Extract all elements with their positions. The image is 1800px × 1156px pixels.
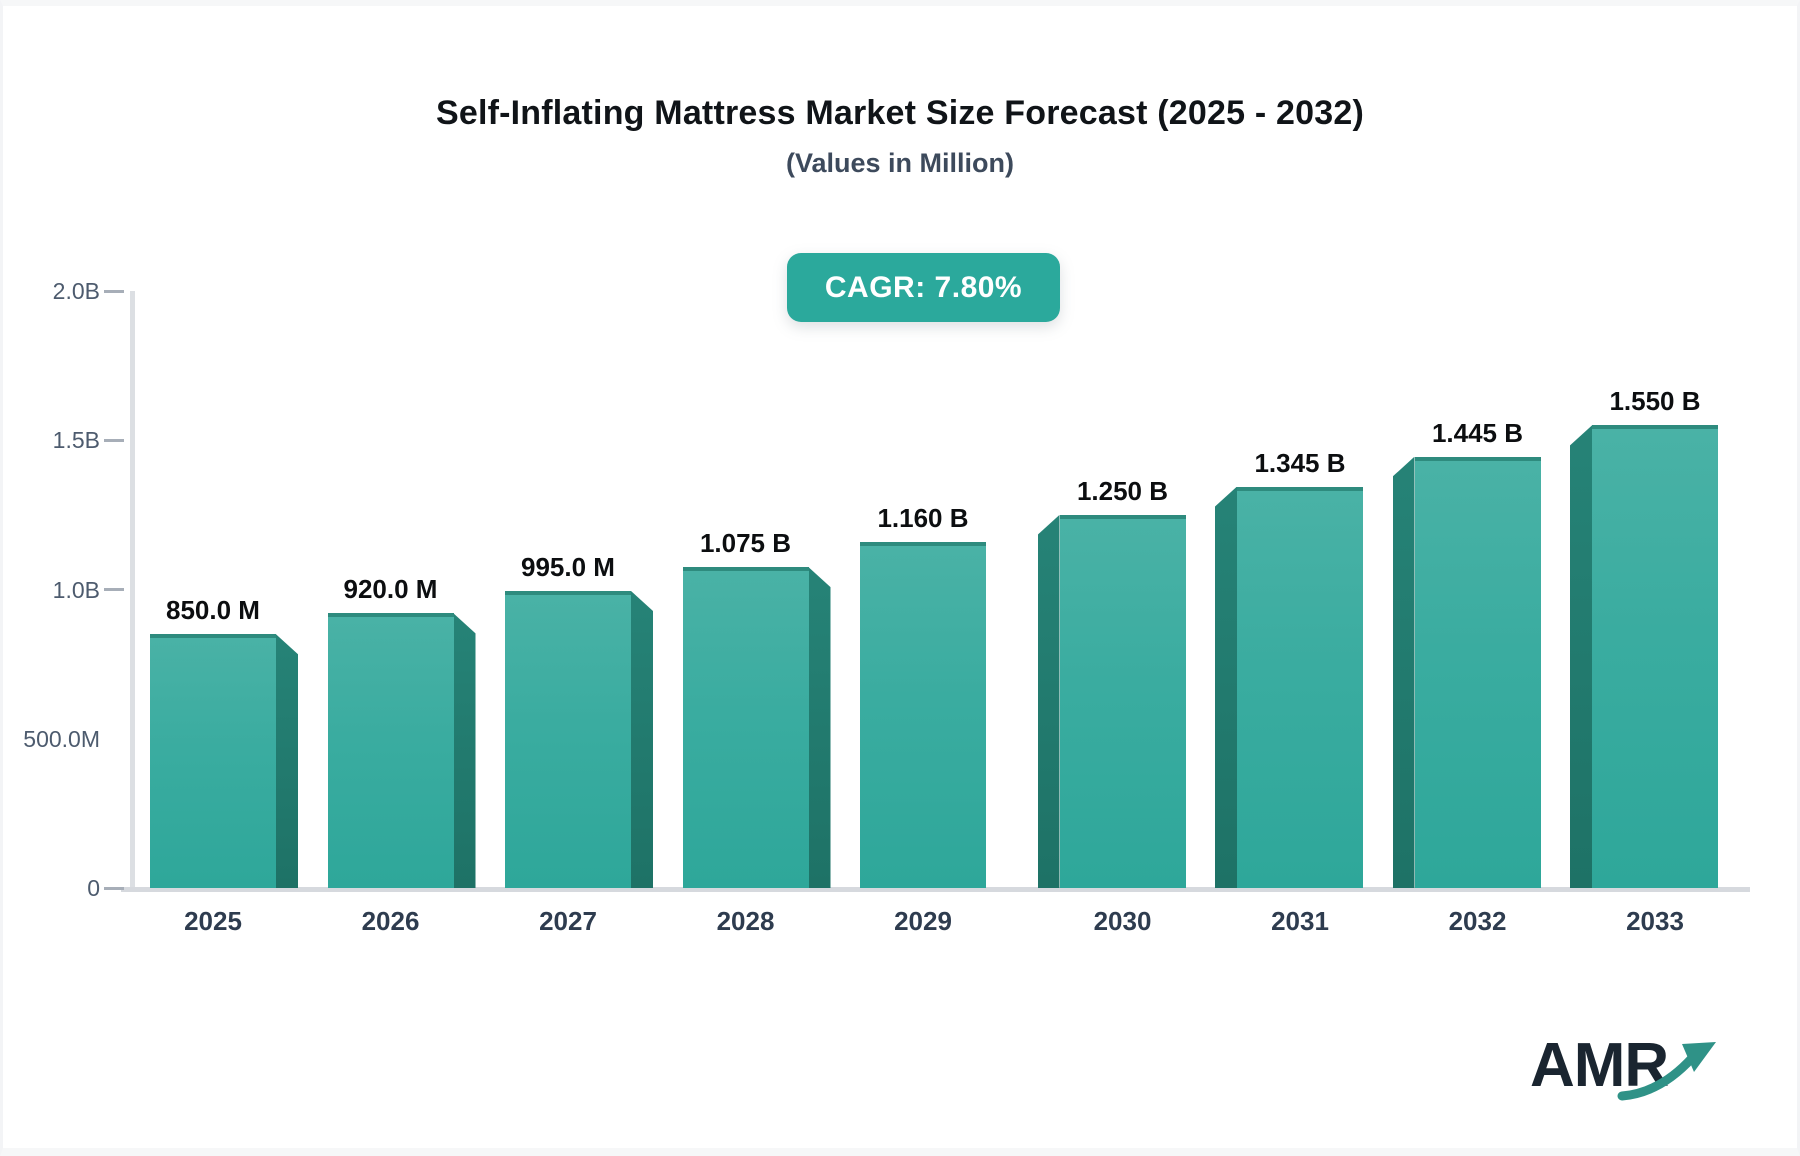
y-axis-tick <box>104 438 124 442</box>
bar-value-label-2031: 1.345 B <box>1254 447 1346 478</box>
bar-value-label-2028: 1.075 B <box>699 528 792 559</box>
bar-side-shadow-2030 <box>1037 514 1060 888</box>
bar-side-shadow-2028 <box>808 567 831 888</box>
y-axis-tick <box>104 886 124 890</box>
y-axis-line <box>130 291 135 888</box>
bar-side-shadow-2027 <box>631 590 653 888</box>
bar-side-shadow-2033 <box>1570 425 1592 888</box>
x-axis-label-2025: 2025 <box>184 906 242 936</box>
y-axis-tick-label: 0 <box>87 875 100 901</box>
x-axis-label-2032: 2032 <box>1448 906 1507 936</box>
bar-top-edge <box>1592 425 1718 430</box>
bar-top-edge <box>1237 486 1363 491</box>
y-axis-tick-label: 1.5B <box>52 427 100 454</box>
x-axis-label-2033: 2033 <box>1626 906 1684 936</box>
y-axis-tick-label: 2.0B <box>52 278 100 304</box>
bar-top-edge <box>150 634 276 639</box>
bar-value-label-2025: 850.0 M <box>166 595 260 626</box>
x-axis-label-2029: 2029 <box>894 906 952 936</box>
bar-top-edge <box>682 567 809 572</box>
bar-2031[interactable] <box>1237 486 1363 888</box>
cagr-badge: CAGR: 7.80% <box>787 253 1060 322</box>
x-axis-baseline <box>121 887 1750 892</box>
y-axis-tick <box>104 289 124 293</box>
bar-value-label-2026: 920.0 M <box>343 574 438 605</box>
bar-value-label-2029: 1.160 B <box>877 502 969 533</box>
x-axis-label-2027: 2027 <box>539 906 597 936</box>
bar-2030[interactable] <box>1059 514 1186 888</box>
bar-value-label-2033: 1.550 B <box>1609 386 1701 417</box>
bar-side-shadow-2026 <box>453 613 476 888</box>
y-axis-tick-label: 1.0B <box>52 576 100 603</box>
growth-arrow-icon <box>1617 1042 1716 1101</box>
bar-value-label-2032: 1.445 B <box>1431 417 1524 448</box>
amr-logo: AMR <box>1520 1028 1730 1114</box>
bar-2029[interactable] <box>860 541 986 888</box>
bar-side-shadow-2025 <box>276 634 298 888</box>
x-axis-label-2031: 2031 <box>1271 906 1329 936</box>
y-axis-tick-label: 500.0M <box>23 725 100 752</box>
bar-top-edge <box>860 541 986 546</box>
bar-side-shadow-2032 <box>1392 456 1415 888</box>
bar-top-edge <box>1414 456 1541 461</box>
x-axis-label-2030: 2030 <box>1093 906 1152 936</box>
bar-top-edge <box>1059 514 1186 519</box>
bar-2027[interactable] <box>505 590 631 888</box>
bar-2032[interactable] <box>1414 456 1541 888</box>
bar-2028[interactable] <box>682 567 809 888</box>
bar-2025[interactable] <box>150 634 276 888</box>
bar-top-edge <box>327 613 454 618</box>
bar-value-label-2027: 995.0 M <box>521 551 615 582</box>
bar-2033[interactable] <box>1592 425 1718 888</box>
y-axis-tick <box>104 588 124 591</box>
bar-value-label-2030: 1.250 B <box>1076 475 1169 506</box>
x-axis-label-2026: 2026 <box>361 906 420 936</box>
bar-top-edge <box>505 590 631 595</box>
x-axis-label-2028: 2028 <box>716 906 775 936</box>
bar-side-shadow-2031 <box>1215 486 1237 888</box>
bar-2026[interactable] <box>327 613 454 888</box>
chart-subtitle: (Values in Million) <box>785 148 1015 178</box>
chart-title: Self-Inflating Mattress Market Size Fore… <box>435 94 1365 132</box>
